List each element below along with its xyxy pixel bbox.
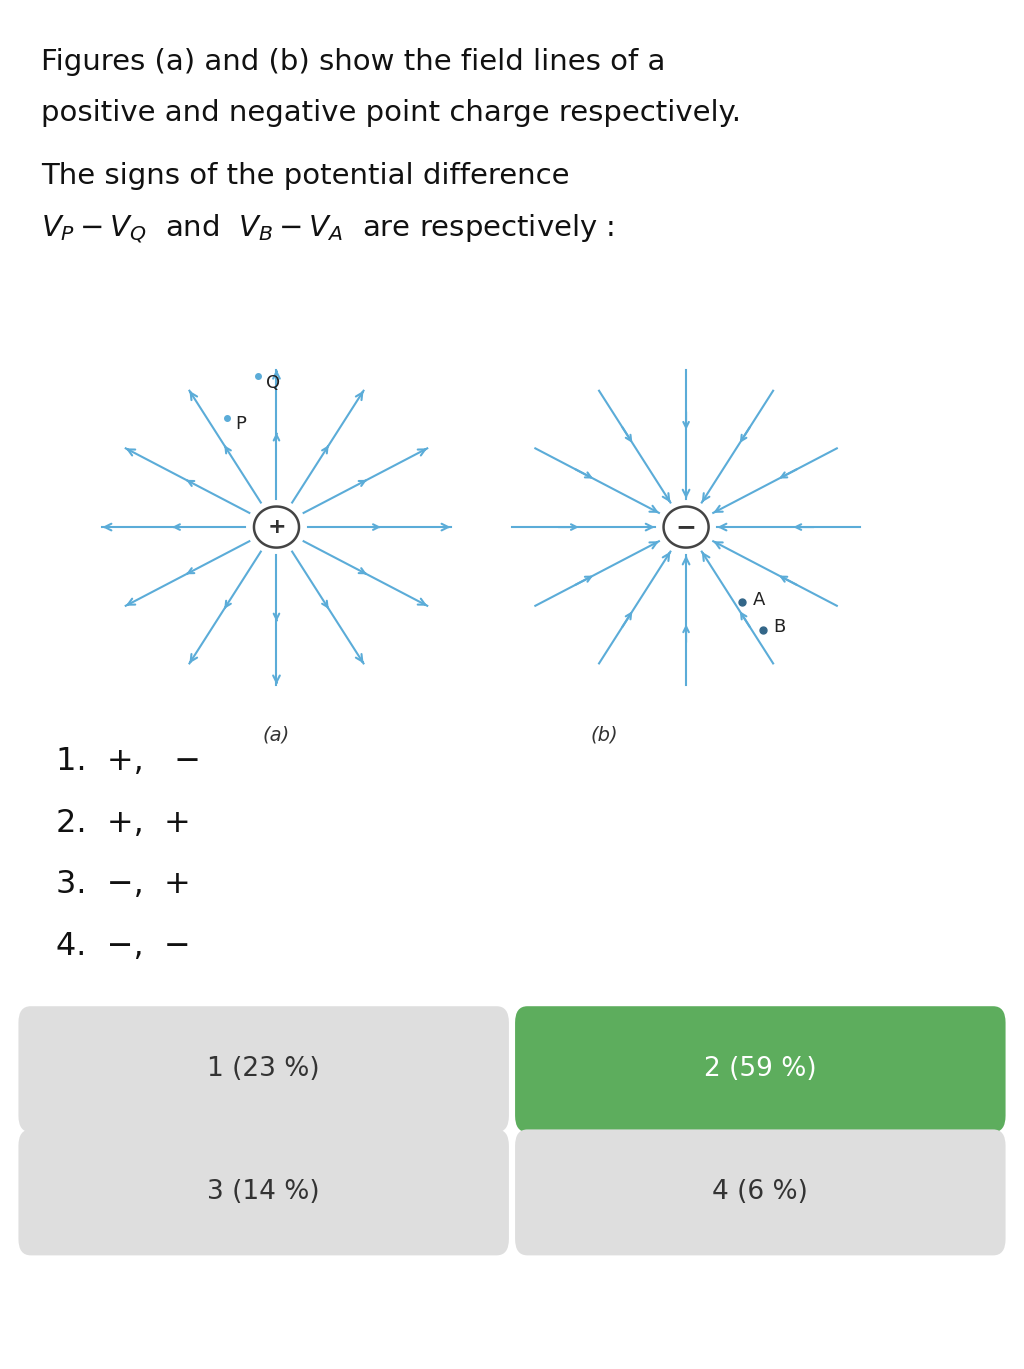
Text: 2 (59 %): 2 (59 %) [705,1057,816,1082]
Text: Q: Q [266,374,281,393]
Text: $V_P - V_Q$  and  $V_B - V_A$  are respectively :: $V_P - V_Q$ and $V_B - V_A$ are respecti… [41,212,614,245]
Polygon shape [254,507,299,548]
Text: 3.  −,  +: 3. −, + [56,869,191,901]
Text: 1 (23 %): 1 (23 %) [208,1057,319,1082]
Text: positive and negative point charge respectively.: positive and negative point charge respe… [41,99,741,126]
FancyBboxPatch shape [515,1006,1006,1132]
Text: 2.  +,  +: 2. +, + [56,808,191,839]
Text: (b): (b) [591,726,617,745]
Text: (a): (a) [263,726,290,745]
Text: P: P [236,415,247,434]
Polygon shape [664,507,709,548]
Text: 1.  +,   −: 1. +, − [56,746,202,778]
Text: 4 (6 %): 4 (6 %) [713,1180,808,1205]
Text: A: A [753,590,765,609]
Text: Figures (a) and (b) show the field lines of a: Figures (a) and (b) show the field lines… [41,48,666,75]
FancyBboxPatch shape [18,1006,509,1132]
Text: The signs of the potential difference: The signs of the potential difference [41,162,569,189]
Text: B: B [773,617,785,637]
Text: 3 (14 %): 3 (14 %) [208,1180,319,1205]
FancyBboxPatch shape [18,1129,509,1255]
Text: 4.  −,  −: 4. −, − [56,931,191,962]
Text: −: − [676,515,696,539]
Text: +: + [267,517,286,537]
FancyBboxPatch shape [515,1129,1006,1255]
